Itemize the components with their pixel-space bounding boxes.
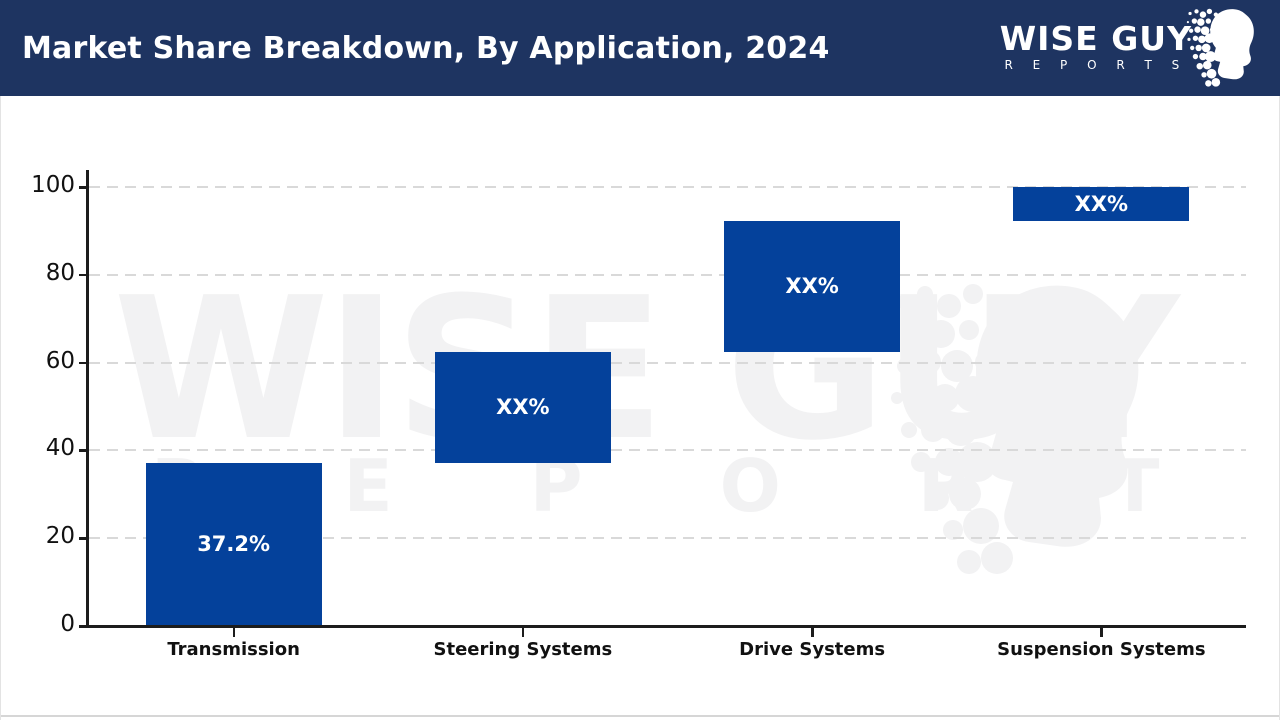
logo-subtitle: R E P O R T S bbox=[1004, 58, 1188, 72]
y-tick-label-60: 60 bbox=[45, 347, 75, 374]
gridline-80 bbox=[89, 273, 1246, 276]
y-tick-label-40: 40 bbox=[45, 435, 75, 462]
x-category-label-1: Steering Systems bbox=[433, 639, 613, 660]
y-tick-label-20: 20 bbox=[45, 523, 75, 550]
logo-text: WISE GUY R E P O R T S bbox=[999, 19, 1192, 73]
x-tick-mark-1 bbox=[521, 628, 525, 637]
x-tick-mark-2 bbox=[811, 628, 814, 637]
logo-head-dots-icon bbox=[1186, 8, 1254, 87]
wise-guy-reports-logo: WISE GUY R E P O R T S bbox=[1000, 0, 1270, 96]
bar-value-label: XX% bbox=[496, 395, 550, 420]
gridline-40 bbox=[89, 449, 1246, 452]
x-category-label-2: Drive Systems bbox=[739, 639, 886, 660]
bar-value-label: XX% bbox=[785, 274, 839, 299]
x-category-label-3: Suspension Systems bbox=[997, 639, 1206, 660]
y-tick-label-0: 0 bbox=[60, 611, 75, 637]
bar-suspension-systems: XX% bbox=[1013, 187, 1190, 221]
bar-steering-systems: XX% bbox=[434, 352, 611, 463]
gridline-100 bbox=[89, 186, 1246, 188]
y-tick-label-80: 80 bbox=[45, 259, 75, 286]
watermark-head-dots-graphic bbox=[889, 284, 1139, 574]
x-tick-mark-0 bbox=[232, 628, 236, 637]
x-category-label-0: Transmission bbox=[167, 639, 300, 660]
bar-drive-systems: XX% bbox=[724, 220, 901, 353]
gridline-60 bbox=[89, 361, 1246, 364]
x-tick-mark-3 bbox=[1100, 628, 1103, 637]
bar-value-label: 37.2% bbox=[197, 532, 271, 557]
logo-wordmark: WISE GUY bbox=[999, 19, 1192, 58]
y-tick-mark-40 bbox=[79, 449, 88, 452]
y-tick-mark-60 bbox=[79, 361, 88, 365]
chart-canvas: WISE GUY R E P O R T S 0 20 40 60 80 100 37.2%… bbox=[0, 96, 1280, 720]
bar-value-label: XX% bbox=[1074, 191, 1129, 216]
gridline-20 bbox=[89, 537, 1246, 540]
y-tick-mark-20 bbox=[79, 537, 88, 540]
header-bar: Market Share Breakdown, By Application, … bbox=[0, 0, 1280, 96]
x-axis-line bbox=[84, 625, 1246, 628]
y-tick-label-100: 100 bbox=[31, 172, 75, 198]
bar-transmission: 37.2% bbox=[145, 462, 322, 626]
y-tick-mark-0 bbox=[79, 625, 88, 628]
page-title: Market Share Breakdown, By Application, … bbox=[22, 30, 830, 66]
y-tick-mark-100 bbox=[79, 186, 88, 189]
y-axis-line bbox=[86, 170, 89, 628]
footer-divider bbox=[1, 715, 1279, 717]
y-tick-mark-80 bbox=[79, 273, 88, 277]
